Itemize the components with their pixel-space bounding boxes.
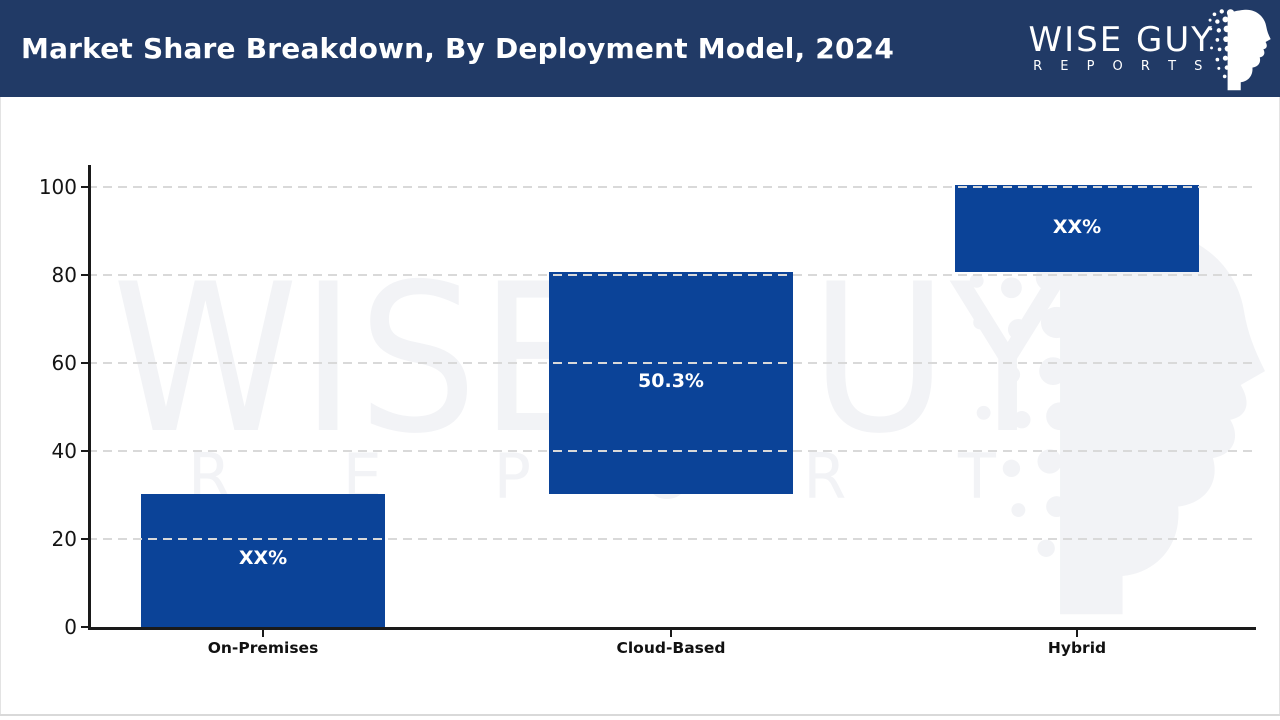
y-tick-label-20: 20 [51,527,77,551]
bar-on-premises [141,493,385,627]
y-tick-60 [81,362,88,364]
x-tick-2 [1076,629,1078,637]
bar-value-label: XX% [238,547,288,570]
category-label-on-premises: On-Premises [207,639,319,657]
gridline-20 [88,538,1256,540]
y-tick-20 [81,538,88,540]
chart-title: Market Share Breakdown, By Deployment Mo… [21,32,895,65]
gridline-80 [88,274,1256,276]
y-tick-label-60: 60 [51,351,77,375]
gridline-100 [88,186,1256,188]
y-tick-label-80: 80 [51,263,77,287]
y-tick-80 [81,274,88,276]
y-tick-100 [81,186,88,188]
category-label-cloud-based: Cloud-Based [616,639,726,657]
logo-tagline: R E P O R T S [1033,59,1210,75]
bar-value-label: 50.3% [638,370,704,393]
y-tick-label-100: 100 [38,175,77,199]
x-tick-1 [670,629,672,637]
frame-edge-bottom [0,714,1280,716]
bar-cloud-based [549,272,793,494]
wise-guy-reports-logo: WISE GUY R E P O R T S [1028,5,1272,92]
gridline-40 [88,450,1256,452]
logo-text: WISE GUY R E P O R T S [1028,19,1214,75]
y-tick-label-40: 40 [51,439,77,463]
x-axis-line [88,627,1256,630]
bar-value-label: XX% [1052,215,1102,238]
y-tick-40 [81,450,88,452]
y-tick-label-0: 0 [64,615,77,639]
y-axis-line [88,165,91,630]
category-label-hybrid: Hybrid [1047,639,1107,657]
gridline-60 [88,362,1256,364]
y-tick-0 [81,626,88,628]
frame-edge-left [0,97,1,716]
logo-wordmark: WISE GUY [1028,19,1214,60]
x-tick-0 [262,629,264,637]
header-banner: Market Share Breakdown, By Deployment Mo… [0,0,1280,97]
